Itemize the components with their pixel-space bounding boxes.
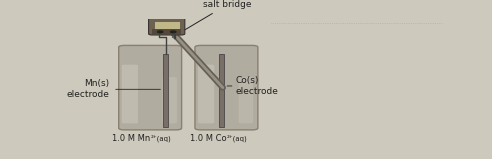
Text: salt bridge: salt bridge [172, 0, 251, 37]
Text: ²⁺(aq): ²⁺(aq) [150, 134, 171, 142]
Circle shape [157, 31, 163, 33]
FancyBboxPatch shape [195, 45, 258, 130]
Text: 1.0 M Co: 1.0 M Co [190, 134, 226, 143]
FancyBboxPatch shape [122, 65, 138, 123]
FancyBboxPatch shape [154, 21, 180, 29]
Text: Co(s)
electrode: Co(s) electrode [235, 76, 278, 96]
FancyBboxPatch shape [198, 65, 215, 123]
Circle shape [171, 31, 176, 33]
Text: ²⁺(aq): ²⁺(aq) [226, 134, 247, 142]
FancyBboxPatch shape [219, 54, 224, 127]
FancyBboxPatch shape [153, 29, 181, 34]
FancyBboxPatch shape [239, 77, 253, 123]
FancyBboxPatch shape [149, 18, 185, 35]
FancyBboxPatch shape [119, 45, 182, 130]
Text: 1.0 M Mn: 1.0 M Mn [112, 134, 150, 143]
FancyBboxPatch shape [162, 77, 177, 123]
Text: Mn(s)
electrode: Mn(s) electrode [66, 79, 109, 99]
FancyBboxPatch shape [163, 54, 168, 127]
